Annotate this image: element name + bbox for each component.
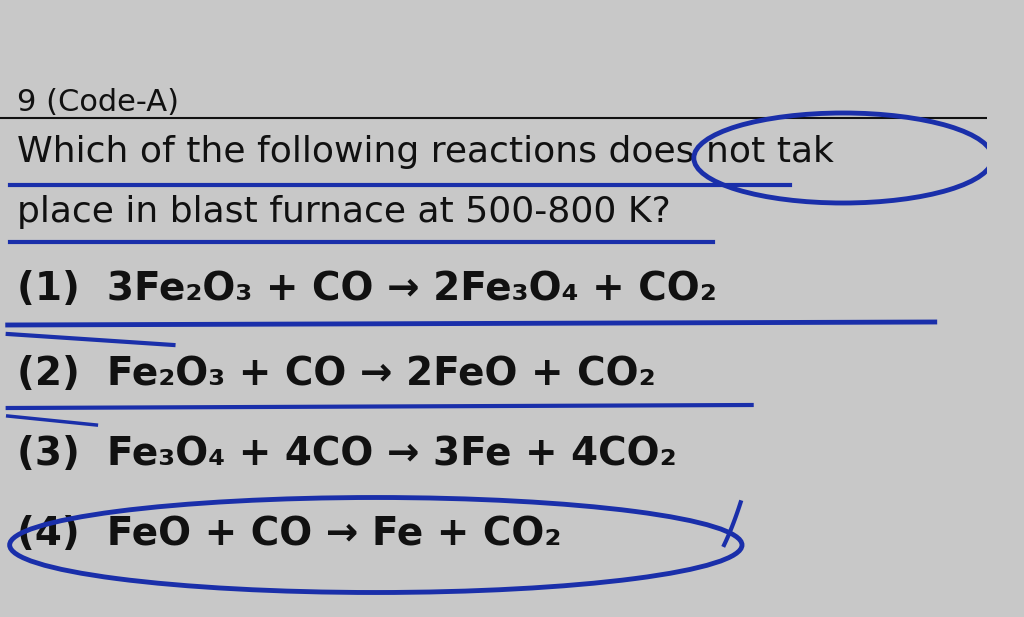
Text: (1)  3Fe₂O₃ + CO → 2Fe₃O₄ + CO₂: (1) 3Fe₂O₃ + CO → 2Fe₃O₄ + CO₂ bbox=[17, 270, 717, 308]
Text: Which of the following reactions does not tak: Which of the following reactions does no… bbox=[17, 135, 835, 169]
Text: (4)  FeO + CO → Fe + CO₂: (4) FeO + CO → Fe + CO₂ bbox=[17, 515, 562, 553]
Text: 9 (Code-A): 9 (Code-A) bbox=[17, 88, 179, 117]
Text: (3)  Fe₃O₄ + 4CO → 3Fe + 4CO₂: (3) Fe₃O₄ + 4CO → 3Fe + 4CO₂ bbox=[17, 435, 677, 473]
Text: (2)  Fe₂O₃ + CO → 2FeO + CO₂: (2) Fe₂O₃ + CO → 2FeO + CO₂ bbox=[17, 355, 656, 393]
Text: place in blast furnace at 500-800 K?: place in blast furnace at 500-800 K? bbox=[17, 195, 671, 229]
